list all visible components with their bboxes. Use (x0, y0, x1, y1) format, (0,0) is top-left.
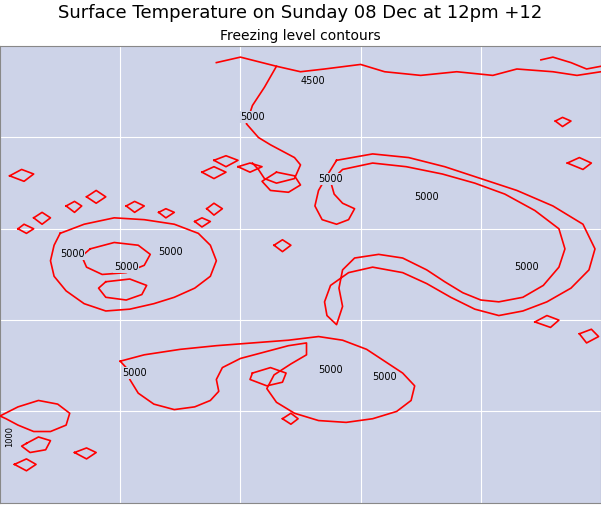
Text: Freezing level contours: Freezing level contours (220, 29, 381, 43)
Text: 5000: 5000 (240, 112, 264, 123)
Text: 5000: 5000 (415, 192, 439, 202)
Text: 5000: 5000 (60, 249, 84, 260)
Text: 5000: 5000 (114, 262, 138, 272)
Text: 5000: 5000 (373, 372, 397, 382)
Text: 5000: 5000 (514, 262, 538, 272)
Text: 5000: 5000 (319, 365, 343, 376)
Text: Surface Temperature on Sunday 08 Dec at 12pm +12: Surface Temperature on Sunday 08 Dec at … (58, 4, 543, 22)
Text: 5000: 5000 (319, 173, 343, 184)
Text: 4500: 4500 (300, 76, 325, 86)
Text: 1000: 1000 (5, 426, 14, 447)
Text: 5000: 5000 (159, 247, 183, 256)
Text: 5000: 5000 (123, 368, 147, 378)
